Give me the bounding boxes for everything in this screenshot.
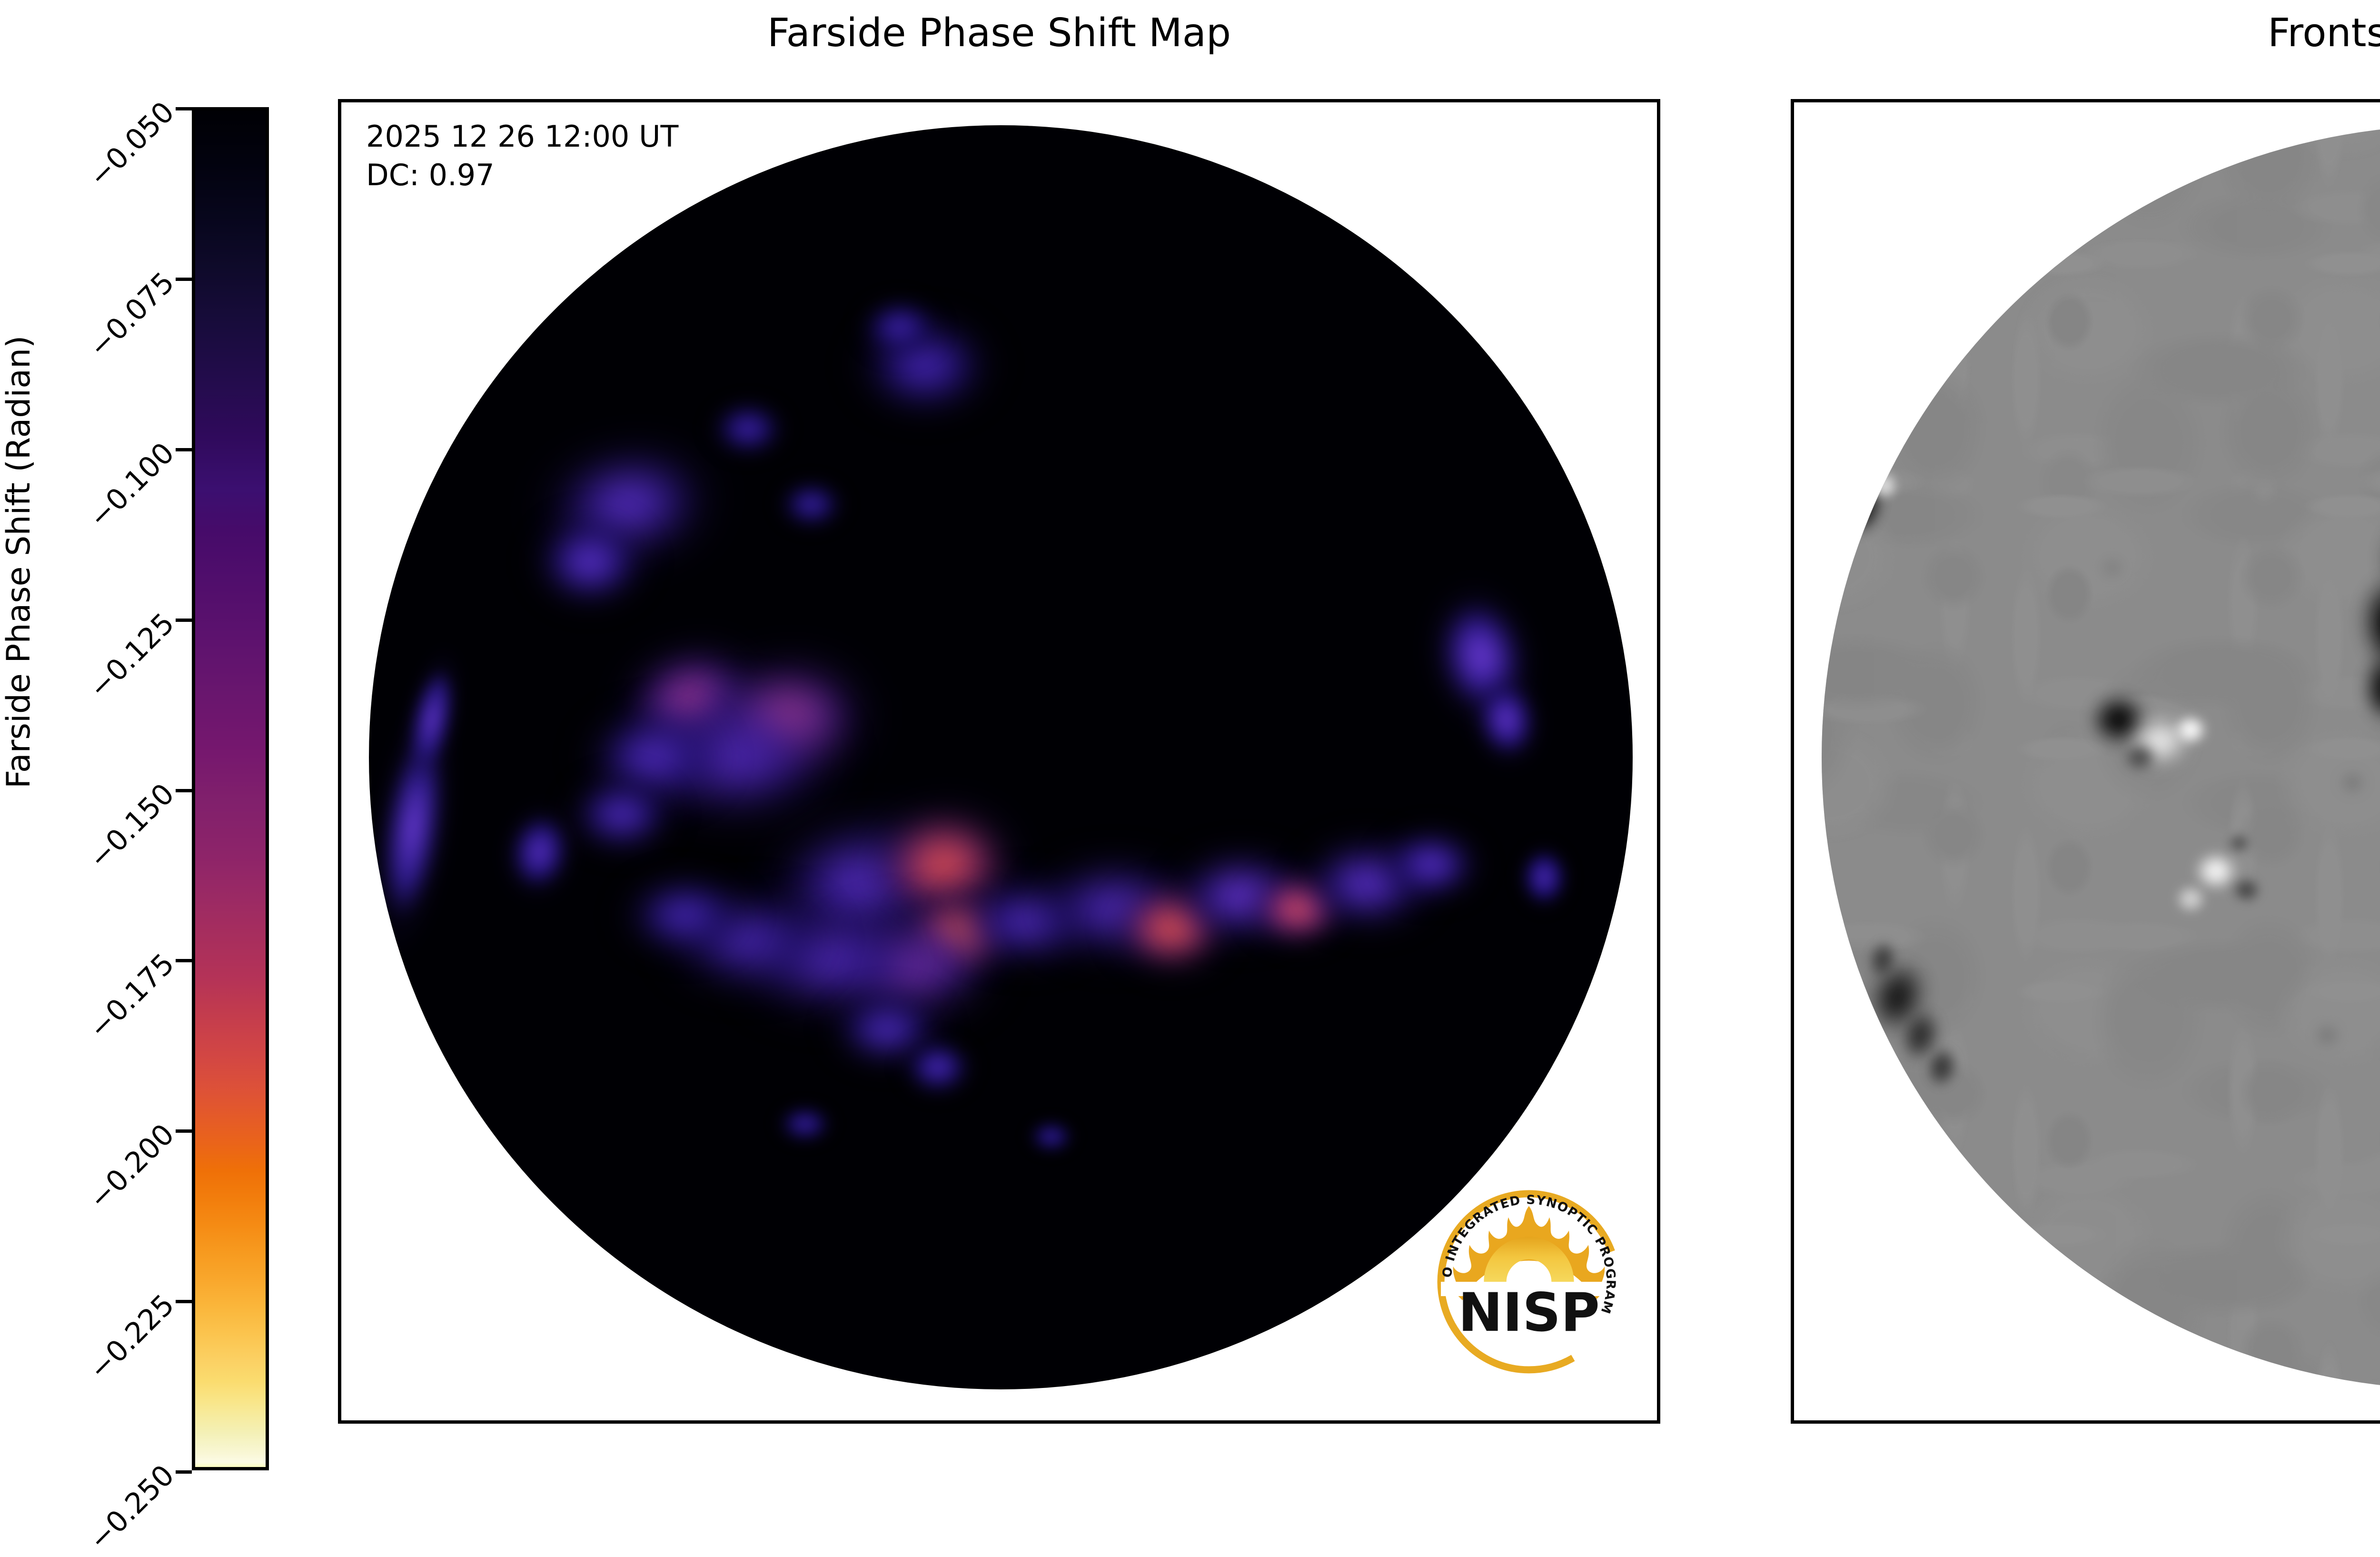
magnetogram-active-region bbox=[2173, 713, 2209, 746]
colorbar-tick bbox=[176, 1470, 192, 1474]
supergranulation-texture bbox=[1822, 125, 2380, 1389]
colorbar-tick-label: −0.175 bbox=[82, 947, 181, 1046]
magnetogram-active-region bbox=[2226, 832, 2251, 855]
magnetogram-active-region bbox=[2098, 555, 2126, 580]
colorbar-tick bbox=[176, 618, 192, 622]
frontside-panel-title: Frontside Mag Map bbox=[2268, 10, 2380, 56]
magnetogram-active-region bbox=[2251, 480, 2277, 503]
frontside-panel[interactable]: NSO INTEGRATED SYNOPTIC PROGRAM NISP bbox=[1791, 99, 2380, 1424]
farside-annotation: 2025 12 26 12:00 UT DC: 0.97 bbox=[366, 119, 679, 192]
farside-active-region bbox=[773, 477, 849, 532]
farside-solar-disk bbox=[369, 125, 1633, 1389]
colorbar-tick bbox=[176, 959, 192, 963]
farside-active-region bbox=[526, 510, 654, 612]
colorbar-tick-label: −0.200 bbox=[82, 1118, 181, 1217]
magnetogram-active-region bbox=[2231, 876, 2261, 904]
colorbar-tick bbox=[176, 448, 192, 451]
magnetogram-active-region bbox=[2312, 1021, 2342, 1049]
colorbar-tick bbox=[176, 1300, 192, 1304]
colorbar-tick bbox=[176, 1129, 192, 1133]
magnetogram-active-region bbox=[2193, 850, 2239, 891]
farside-active-region bbox=[615, 872, 754, 958]
colorbar-tick-label: −0.100 bbox=[82, 436, 181, 535]
figure-canvas: Farside Phase Shift (Radian) −0.050 −0.07… bbox=[0, 10, 2380, 1557]
farside-panel-title: Farside Phase Shift Map bbox=[767, 10, 1231, 56]
magnetogram-active-region bbox=[2174, 884, 2207, 914]
colorbar-tick-label: −0.050 bbox=[82, 95, 181, 194]
logo-acronym: NISP bbox=[1458, 1282, 1600, 1344]
colorbar-tick-label: −0.250 bbox=[82, 1458, 181, 1557]
magnetogram-active-region bbox=[2122, 742, 2158, 773]
farside-active-region bbox=[561, 771, 683, 858]
colorbar-tick bbox=[176, 788, 192, 792]
colorbar[interactable] bbox=[192, 107, 269, 1470]
magnetogram-active-region bbox=[2337, 769, 2368, 797]
nisp-logo: NSO INTEGRATED SYNOPTIC PROGRAM NISP bbox=[1421, 1168, 1631, 1384]
colorbar-tick bbox=[176, 107, 192, 110]
farside-active-region bbox=[1514, 839, 1575, 916]
farside-active-region bbox=[897, 1034, 978, 1100]
colorbar-tick-label: −0.125 bbox=[82, 606, 181, 705]
farside-active-region bbox=[772, 1101, 838, 1147]
farside-active-region bbox=[1373, 824, 1488, 906]
colorbar-axis-title: Farside Phase Shift (Radian) bbox=[0, 335, 38, 788]
colorbar-tick-label: −0.150 bbox=[82, 777, 181, 876]
farside-active-region bbox=[705, 397, 791, 460]
farside-active-region bbox=[854, 294, 945, 360]
colorbar-tick-label: −0.225 bbox=[82, 1288, 181, 1387]
frontside-solar-disk bbox=[1822, 125, 2380, 1389]
colorbar-gradient bbox=[192, 107, 269, 1470]
colorbar-tick-label: −0.075 bbox=[82, 266, 181, 364]
colorbar-tick bbox=[176, 277, 192, 281]
farside-panel[interactable]: 2025 12 26 12:00 UT DC: 0.97 bbox=[338, 99, 1660, 1424]
farside-active-region bbox=[1023, 1116, 1080, 1157]
